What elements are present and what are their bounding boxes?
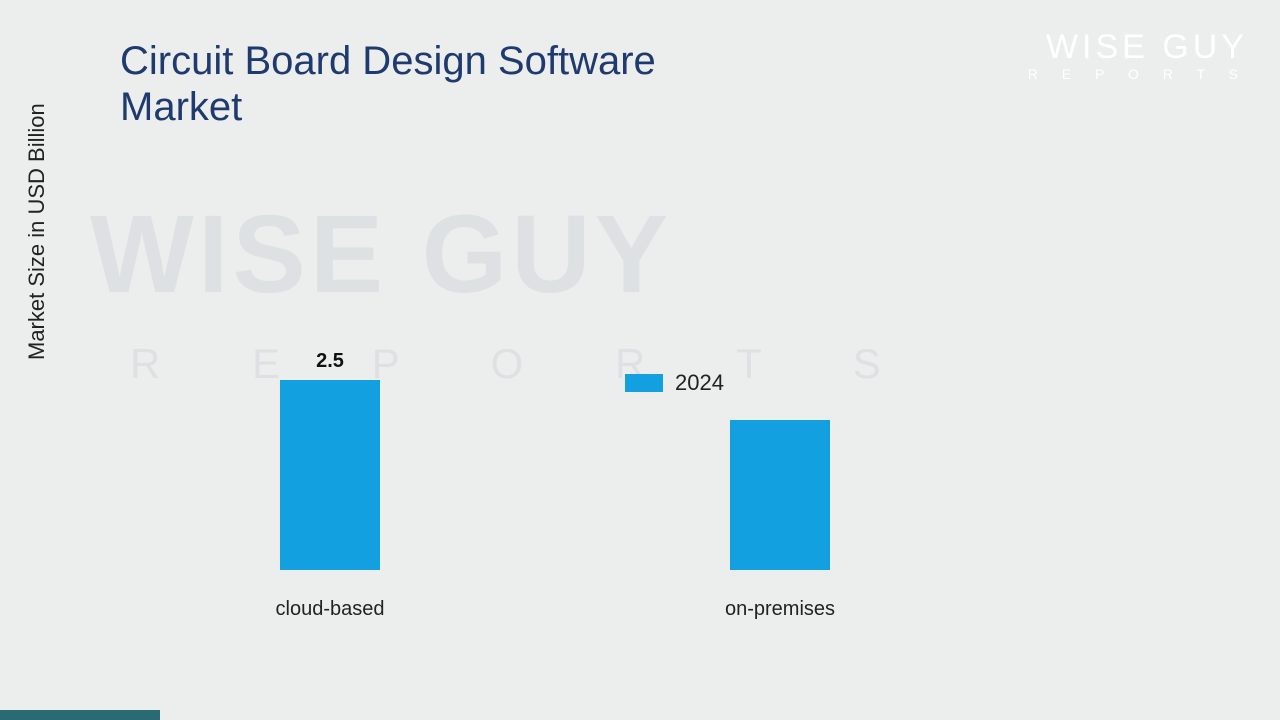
bar-cloud-based: 2.5 [280,380,380,570]
brand-logo-sub: R E P O R T S [1028,66,1248,82]
brand-logo-main: WISE GUY [1028,30,1248,64]
legend-swatch [625,374,663,392]
plot-area: 2024 2.5 cloud-based on-premises [130,170,1010,590]
brand-logo: WISE GUY R E P O R T S [1028,30,1248,82]
chart-canvas: WISE GUY R E P O R T S WISE GUY R E P O … [0,0,1280,720]
bar-category-label: on-premises [725,598,835,621]
bar-on-premises [730,420,830,570]
legend-label: 2024 [675,370,724,396]
footer-accent-bar [0,710,160,720]
bar-category-label: cloud-based [276,598,385,621]
legend: 2024 [625,370,724,396]
y-axis-label: Market Size in USD Billion [24,103,50,360]
chart-title: Circuit Board Design Software Market [120,38,760,130]
bar-value-label: 2.5 [316,350,344,373]
